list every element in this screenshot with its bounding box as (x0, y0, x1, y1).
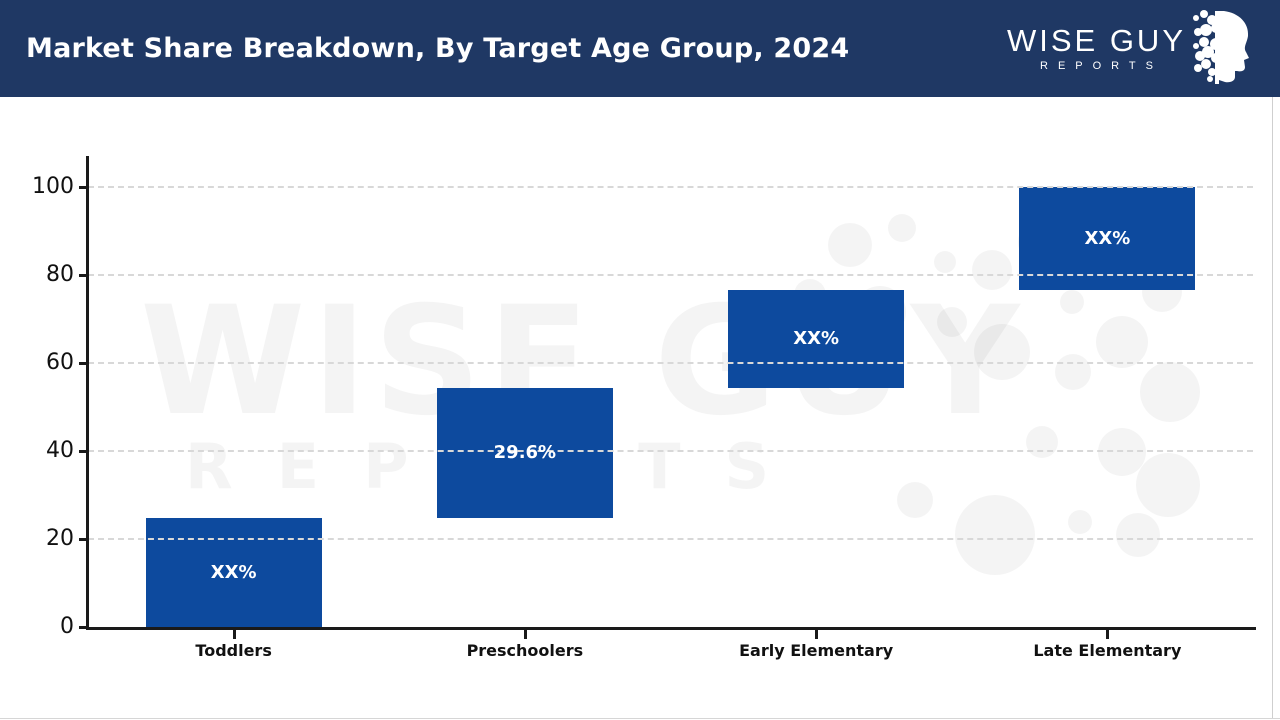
logo-face-icon (1190, 8, 1254, 90)
x-tick-mark (1106, 630, 1110, 639)
y-tick-mark (79, 450, 87, 453)
gridline-y60 (88, 362, 1253, 365)
y-tick-label: 100 (32, 174, 74, 200)
y-tick-mark (79, 186, 87, 190)
bar-toddlers (145, 517, 322, 627)
y-tick-label: 40 (46, 438, 74, 463)
header: Market Share Breakdown, By Target Age Gr… (0, 0, 1280, 97)
y-tick-label: 0 (60, 614, 74, 639)
logo-wordmark: WISE GUY REPORTS (1007, 25, 1186, 72)
x-tick-label: Late Elementary (1033, 641, 1182, 660)
y-tick-label: 80 (46, 262, 74, 288)
logo-wordmark-line1: WISE GUY (1006, 23, 1186, 59)
x-tick-mark (523, 630, 527, 639)
y-tick-label: 20 (46, 526, 74, 551)
y-tick-mark (79, 274, 87, 278)
gridline-y80 (88, 274, 1253, 277)
logo: WISE GUY REPORTS (1007, 8, 1254, 90)
bar-label: XX% (793, 328, 840, 350)
page-title: Market Share Breakdown, By Target Age Gr… (26, 33, 850, 64)
y-tick-mark (79, 362, 87, 366)
gridline-y40 (88, 450, 1253, 452)
bar-late-elementary (1019, 187, 1196, 290)
bar-preschoolers (436, 387, 613, 518)
x-tick-mark (815, 630, 819, 639)
y-axis-spine (86, 156, 89, 630)
bar-label: XX% (210, 561, 257, 583)
y-tick-mark (79, 626, 87, 629)
y-tick-label: 60 (46, 350, 74, 376)
y-tick-mark (79, 538, 87, 541)
bar-label: 29.6% (493, 442, 557, 464)
page-border-right (1272, 97, 1273, 718)
bar-label: XX% (1084, 228, 1131, 249)
x-tick-label: Preschoolers (466, 641, 584, 660)
x-tick-label: Toddlers (195, 641, 272, 660)
x-tick-label: Early Elementary (739, 641, 894, 660)
x-axis-spine (86, 627, 1256, 630)
gridline-y20 (88, 538, 1253, 540)
bar-early-elementary (728, 289, 905, 388)
logo-wordmark-line2: REPORTS (1040, 59, 1163, 72)
page-border-bottom (0, 718, 1280, 719)
x-tick-mark (232, 630, 236, 639)
gridline-y100 (88, 186, 1253, 189)
